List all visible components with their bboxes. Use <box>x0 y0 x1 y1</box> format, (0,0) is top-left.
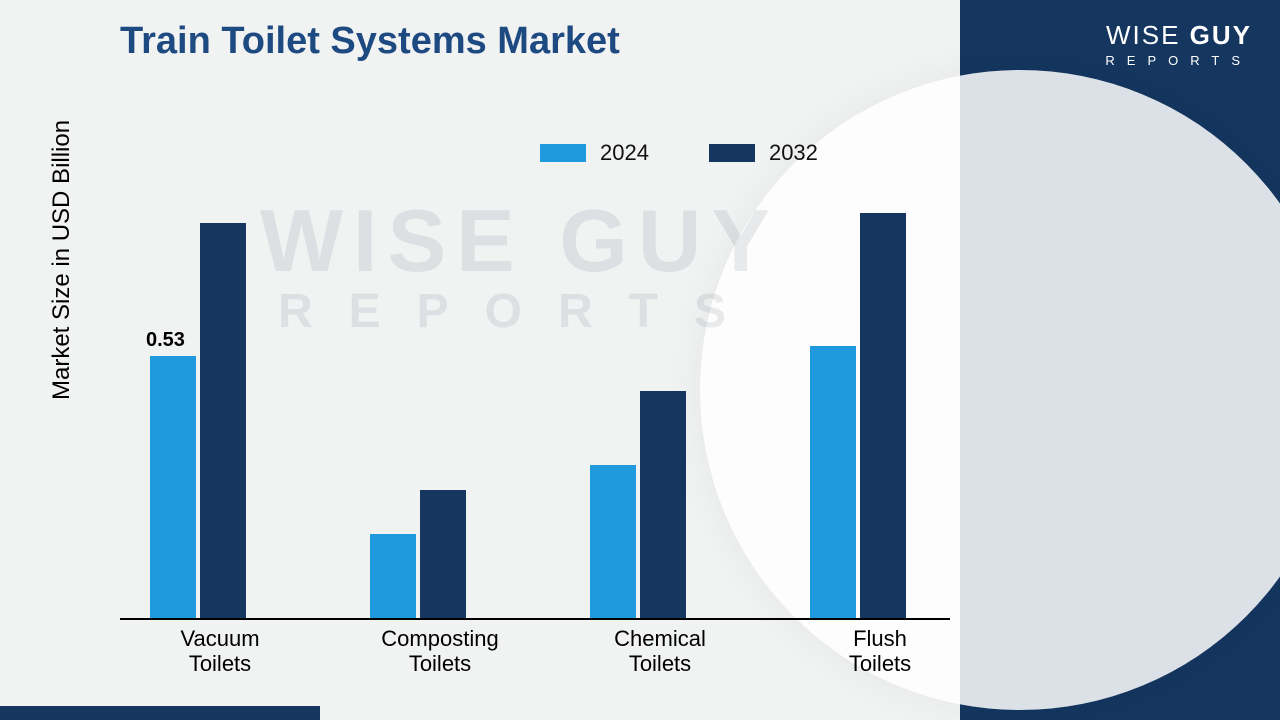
plot-area: VacuumToiletsCompostingToiletsChemicalTo… <box>120 200 950 620</box>
legend-label-2024: 2024 <box>600 140 649 166</box>
bar <box>640 391 686 618</box>
bar <box>810 346 856 618</box>
category-label: ChemicalToilets <box>560 618 760 677</box>
brand-word-2: GUY <box>1190 20 1252 50</box>
brand-logo: WISE GUY REPORTS <box>1105 20 1252 68</box>
bar <box>150 356 196 618</box>
legend-swatch-2024 <box>540 144 586 162</box>
chart-title: Train Toilet Systems Market <box>120 20 620 63</box>
legend-swatch-2032 <box>709 144 755 162</box>
legend-item-2024: 2024 <box>540 140 649 166</box>
legend: 2024 2032 <box>540 140 818 166</box>
legend-item-2032: 2032 <box>709 140 818 166</box>
brand-line-2: REPORTS <box>1105 53 1252 68</box>
brand-line-1: WISE GUY <box>1105 20 1252 51</box>
bar <box>420 490 466 618</box>
value-label: 0.53 <box>146 329 185 352</box>
category-label: VacuumToilets <box>120 618 320 677</box>
chart-stage: WISE GUY REPORTS Train Toilet Systems Ma… <box>0 0 1280 720</box>
bar <box>860 213 906 618</box>
bottom-accent-strip <box>0 706 320 720</box>
legend-label-2032: 2032 <box>769 140 818 166</box>
category-label: CompostingToilets <box>340 618 540 677</box>
bar <box>590 465 636 618</box>
category-label: FlushToilets <box>780 618 980 677</box>
bar <box>370 534 416 618</box>
brand-word-1: WISE <box>1106 20 1180 50</box>
bar <box>200 223 246 618</box>
y-axis-label: Market Size in USD Billion <box>48 120 76 400</box>
